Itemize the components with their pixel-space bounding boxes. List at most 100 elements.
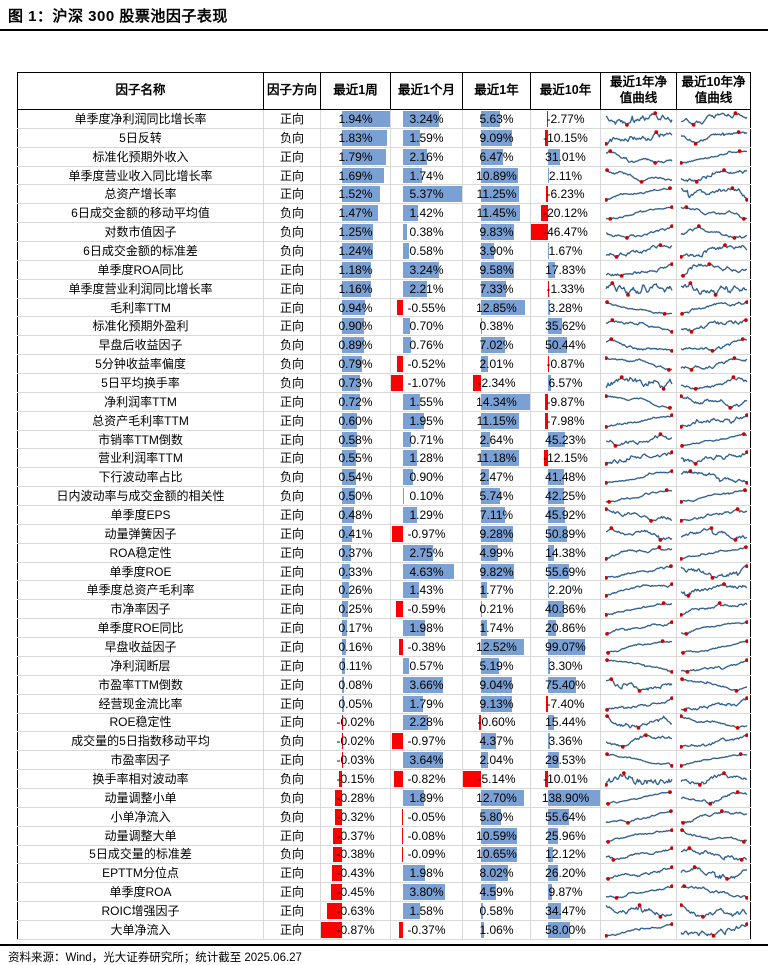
return-1y-cell: 9.13% [462, 695, 530, 713]
return-10y-cell: 35.62% [530, 317, 600, 335]
sparkline-1y-cell [600, 355, 676, 373]
sparkline-1y-cell [600, 167, 676, 185]
direction-value: 正向 [280, 716, 304, 728]
sparkline-10y-cell [676, 808, 751, 826]
return-1w-cell: 0.26% [320, 581, 390, 599]
return-1m-cell: 1.98% [390, 864, 462, 882]
sparkline-10y-chart [680, 130, 748, 146]
sparkline-1y-chart [605, 507, 673, 523]
sparkline-1y-cell [600, 393, 676, 411]
sparkline-1y-chart [605, 639, 673, 655]
return-1m-cell: 3.66% [390, 676, 462, 694]
col-header-factor-name: 因子名称 [17, 72, 263, 110]
direction-cell: 负向 [263, 808, 320, 826]
table-row: 下行波动率占比 负向 0.54% 0.90% 2.47% 41.48% [17, 468, 751, 487]
data-bar [403, 658, 409, 674]
direction-value: 负向 [280, 358, 304, 370]
sparkline-10y-chart [680, 922, 748, 938]
return-1m-cell: 0.70% [390, 317, 462, 335]
factor-name: 单季度ROA同比 [97, 264, 183, 276]
direction-cell: 正向 [263, 714, 320, 732]
sparkline-10y-chart [680, 224, 748, 240]
factor-name-cell: 市盈率TTM倒数 [17, 676, 263, 694]
direction-value: 负向 [280, 377, 304, 389]
return-10y-cell: 50.89% [530, 525, 600, 543]
return-10y-cell: 1.67% [530, 242, 600, 260]
table-row: 单季度ROA同比 正向 1.18% 3.24% 9.58% 17.83% [17, 261, 751, 280]
sparkline-10y-chart [680, 677, 748, 693]
sparkline-10y-chart [680, 262, 748, 278]
return-10y-cell: 20.86% [530, 619, 600, 637]
return-10y-cell: 26.20% [530, 864, 600, 882]
direction-value: 负向 [280, 226, 304, 238]
sparkline-1y-chart [605, 809, 673, 825]
sparkline-10y-cell [676, 129, 751, 147]
return-1w-cell: -0.32% [320, 808, 390, 826]
direction-cell: 负向 [263, 129, 320, 147]
return-10y-cell: 138.90% [530, 789, 600, 807]
sparkline-1y-cell [600, 563, 676, 581]
direction-cell: 负向 [263, 732, 320, 750]
sparkline-1y-cell [600, 374, 676, 392]
sparkline-1y-chart [605, 356, 673, 372]
sparkline-10y-cell [676, 883, 751, 901]
factor-name: 单季度营业收入同比增长率 [68, 170, 212, 182]
factor-name: 单季度营业利润同比增长率 [68, 283, 212, 295]
factor-name-cell: 净利润率TTM [17, 393, 263, 411]
factor-name: 对数市值因子 [104, 226, 176, 238]
return-1m-cell: 1.29% [390, 506, 462, 524]
sparkline-1y-cell [600, 789, 676, 807]
return-1w-cell: 0.94% [320, 299, 390, 317]
source-note: 资料来源：Wind，光大证券研究所；统计截至 2025.06.27 [8, 949, 302, 965]
return-1m-cell: 1.89% [390, 789, 462, 807]
table-row: 单季度营业利润同比增长率 正向 1.16% 2.21% 7.33% -1.33% [17, 280, 751, 299]
sparkline-1y-cell [600, 808, 676, 826]
return-1m-cell: 2.75% [390, 544, 462, 562]
sparkline-10y-chart [680, 790, 748, 806]
return-1m-cell: 2.16% [390, 148, 462, 166]
table-row: 动量弹簧因子 正向 0.41% -0.97% 9.28% 50.89% [17, 525, 751, 544]
return-1w-cell: 0.08% [320, 676, 390, 694]
sparkline-10y-chart [680, 696, 748, 712]
sparkline-1y-chart [605, 601, 673, 617]
sparkline-1y-chart [605, 564, 673, 580]
sparkline-10y-cell [676, 544, 751, 562]
direction-value: 正向 [280, 924, 304, 936]
sparkline-1y-cell [600, 544, 676, 562]
sparkline-1y-chart [605, 111, 673, 127]
return-1m-cell: 1.55% [390, 393, 462, 411]
return-1w-cell: 0.25% [320, 600, 390, 618]
direction-cell: 负向 [263, 242, 320, 260]
sparkline-1y-cell [600, 525, 676, 543]
factor-name: 总资产增长率 [104, 188, 176, 200]
return-1w-cell: 0.79% [320, 355, 390, 373]
sparkline-10y-chart [680, 658, 748, 674]
factor-name-cell: ROE稳定性 [17, 714, 263, 732]
direction-cell: 正向 [263, 695, 320, 713]
factor-name-cell: 营业利润率TTM [17, 449, 263, 467]
return-1y-cell: 2.01% [462, 355, 530, 373]
sparkline-10y-cell [676, 412, 751, 430]
return-10y-cell: 34.47% [530, 902, 600, 920]
return-1y-cell: 1.74% [462, 619, 530, 637]
return-1m-cell: 2.21% [390, 280, 462, 298]
table-row: ROE稳定性 正向 -0.02% 2.28% -0.60% 15.44% [17, 714, 751, 733]
return-1w-cell: 1.16% [320, 280, 390, 298]
factor-name-cell: 市盈率因子 [17, 751, 263, 769]
factor-name-cell: 6日成交金额的移动平均值 [17, 204, 263, 222]
sparkline-10y-cell [676, 374, 751, 392]
table-row: ROA稳定性 正向 0.37% 2.75% 4.99% 14.38% [17, 544, 751, 563]
direction-cell: 正向 [263, 185, 320, 203]
factor-name-cell: 日内波动率与成交金额的相关性 [17, 487, 263, 505]
title-divider [0, 29, 768, 31]
return-10y-cell: 15.44% [530, 714, 600, 732]
sparkline-10y-chart [680, 394, 748, 410]
return-1m-cell: 1.42% [390, 204, 462, 222]
data-bar [391, 375, 403, 391]
sparkline-1y-cell [600, 412, 676, 430]
return-1y-cell: 10.65% [462, 846, 530, 864]
sparkline-10y-chart [680, 846, 748, 862]
direction-cell: 正向 [263, 431, 320, 449]
data-bar [399, 922, 403, 938]
return-1w-cell: 1.24% [320, 242, 390, 260]
